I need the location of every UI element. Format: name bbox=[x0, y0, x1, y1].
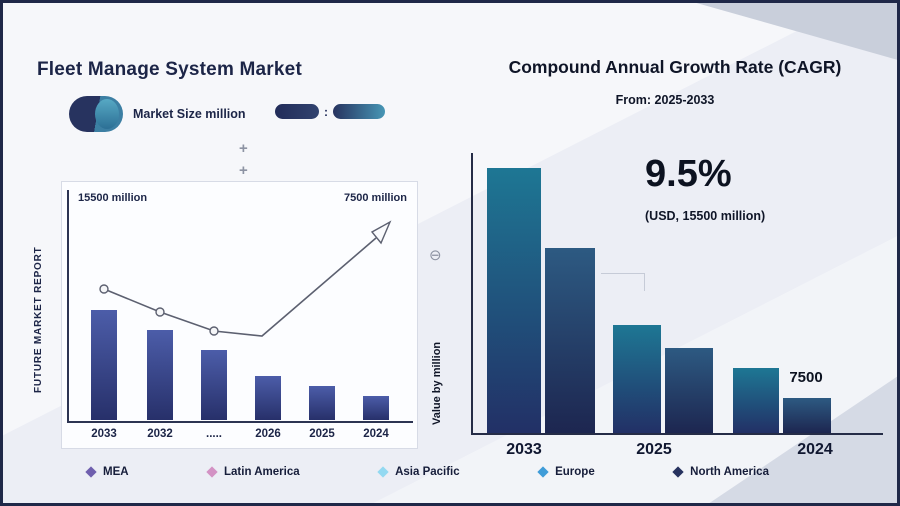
cylinder-icon bbox=[69, 96, 123, 132]
cagr-bar-secondary-2033 bbox=[545, 248, 595, 433]
bar-value-label: 7500 bbox=[789, 369, 823, 386]
left-y-axis-label: FUTURE MARKET REPORT bbox=[33, 246, 44, 394]
plus-icon: + bbox=[239, 162, 248, 179]
year-tick-label: 2025 bbox=[309, 428, 335, 440]
year-group-label: 2025 bbox=[636, 441, 672, 458]
market-size-legend: Market Size million bbox=[69, 96, 246, 132]
right-y-axis-line bbox=[471, 153, 473, 434]
right-x-axis-line bbox=[471, 433, 883, 435]
pill-colon: : bbox=[324, 104, 328, 119]
right-chart-title: Compound Annual Growth Rate (CAGR) bbox=[508, 57, 842, 77]
legend-diamond-icon bbox=[377, 466, 389, 478]
legend-label: North America bbox=[690, 466, 769, 478]
market-size-bar-2025 bbox=[309, 386, 335, 420]
cagr-bar-primary-2033 bbox=[487, 168, 541, 433]
right-chart-subtitle: From: 2025-2033 bbox=[615, 93, 715, 107]
cagr-bar-primary-2024 bbox=[733, 368, 779, 433]
cagr-bar-primary-2025 bbox=[613, 325, 661, 433]
cagr-chart: 2033 2025 2024 7500 bbox=[471, 153, 885, 473]
legend-diamond-icon bbox=[206, 466, 218, 478]
left-chart-title: Fleet Manage System Market bbox=[37, 59, 302, 80]
cagr-bar-secondary-2024 bbox=[783, 398, 831, 433]
region-legend: MEA Latin America Asia Pacific Europe North … bbox=[85, 466, 769, 478]
pill-gradient bbox=[333, 104, 385, 119]
market-size-bar-2026 bbox=[255, 376, 281, 420]
min-value-annotation: 7500 million bbox=[344, 192, 407, 204]
max-value-annotation: 15500 million bbox=[78, 192, 148, 204]
legend-label: Europe bbox=[555, 466, 595, 478]
pill-navy bbox=[275, 104, 319, 119]
left-x-axis-line bbox=[67, 421, 413, 423]
market-size-label: Market Size million bbox=[133, 107, 246, 121]
year-tick-label: 2026 bbox=[255, 428, 281, 440]
year-tick-label: 2024 bbox=[363, 428, 389, 440]
year-tick-label: 2032 bbox=[147, 428, 173, 440]
legend-label: Latin America bbox=[224, 466, 300, 478]
cagr-bar-secondary-2025 bbox=[665, 348, 713, 433]
right-y-axis-label: Value by million bbox=[431, 341, 443, 425]
market-size-chart: 15500 million 7500 million 2033 2032.....… bbox=[61, 181, 418, 449]
bracket-decoration bbox=[601, 273, 645, 291]
cagr-note: (USD, 15500 million) bbox=[645, 209, 766, 223]
plus-icon: + bbox=[239, 140, 248, 157]
year-group-label: 2033 bbox=[506, 441, 542, 458]
legend-label: MEA bbox=[103, 466, 129, 478]
circle-minus-icon: ⊖ bbox=[429, 247, 442, 264]
legend-item: Asia Pacific bbox=[377, 466, 460, 478]
legend-item: Latin America bbox=[206, 466, 300, 478]
left-y-axis-line bbox=[67, 190, 69, 423]
market-size-bar-2032 bbox=[147, 330, 173, 420]
market-size-bar-..... bbox=[201, 350, 227, 420]
year-tick-label: 2033 bbox=[91, 428, 117, 440]
legend-item: Europe bbox=[537, 466, 595, 478]
legend-diamond-icon bbox=[672, 466, 684, 478]
year-group-label: 2024 bbox=[797, 441, 833, 458]
pill-decoration: : bbox=[275, 104, 385, 119]
legend-diamond-icon bbox=[85, 466, 97, 478]
legend-item: North America bbox=[672, 466, 769, 478]
legend-label: Asia Pacific bbox=[395, 466, 460, 478]
legend-item: MEA bbox=[85, 466, 129, 478]
market-size-bar-2033 bbox=[91, 310, 117, 420]
market-size-bar-2024 bbox=[363, 396, 389, 420]
legend-diamond-icon bbox=[537, 466, 549, 478]
year-tick-label: ..... bbox=[206, 428, 222, 440]
cagr-value: 9.5% bbox=[645, 153, 732, 195]
